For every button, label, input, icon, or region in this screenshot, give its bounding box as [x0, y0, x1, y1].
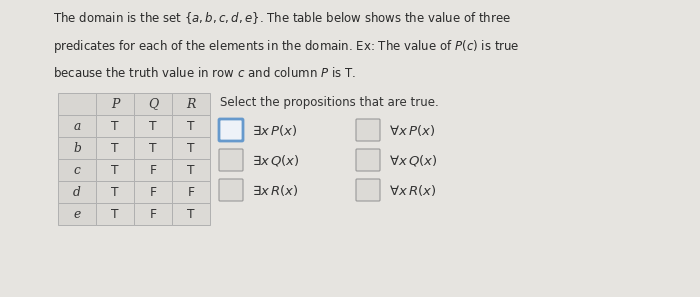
Text: T: T	[111, 119, 119, 132]
Text: T: T	[149, 119, 157, 132]
Bar	[96, 159, 134, 181]
Text: $\forall x\,R(x)$: $\forall x\,R(x)$	[389, 182, 436, 198]
Text: The domain is the set $\{a, b, c, d, e\}$. The table below shows the value of th: The domain is the set $\{a, b, c, d, e\}…	[53, 10, 511, 26]
Bar	[58, 159, 96, 181]
Text: a: a	[74, 119, 80, 132]
Bar	[172, 181, 210, 203]
Text: T: T	[188, 164, 195, 176]
Bar	[96, 115, 134, 137]
Bar	[134, 115, 172, 137]
Text: $\exists x\,P(x)$: $\exists x\,P(x)$	[252, 122, 298, 138]
Bar	[58, 93, 96, 115]
Text: F: F	[150, 208, 157, 220]
Text: P: P	[111, 97, 119, 110]
Text: c: c	[74, 164, 80, 176]
Bar	[96, 181, 134, 203]
FancyBboxPatch shape	[219, 119, 243, 141]
Bar	[172, 137, 210, 159]
Bar	[172, 115, 210, 137]
Text: T: T	[188, 208, 195, 220]
Bar	[172, 159, 210, 181]
FancyBboxPatch shape	[356, 119, 380, 141]
FancyBboxPatch shape	[219, 179, 243, 201]
Bar	[96, 93, 134, 115]
Bar	[96, 137, 134, 159]
Bar	[58, 181, 96, 203]
Bar	[134, 137, 172, 159]
Text: R: R	[186, 97, 196, 110]
Bar	[96, 203, 134, 225]
Text: T: T	[111, 164, 119, 176]
FancyBboxPatch shape	[356, 179, 380, 201]
FancyBboxPatch shape	[219, 149, 243, 171]
Text: d: d	[73, 186, 81, 198]
Text: $\exists x\,R(x)$: $\exists x\,R(x)$	[252, 182, 299, 198]
Text: predicates for each of the elements in the domain. Ex: The value of $P(c)$ is tr: predicates for each of the elements in t…	[53, 38, 519, 55]
Bar	[58, 203, 96, 225]
Bar	[134, 159, 172, 181]
Bar	[172, 93, 210, 115]
Text: F: F	[188, 186, 195, 198]
Bar	[134, 93, 172, 115]
Text: Q: Q	[148, 97, 158, 110]
Text: b: b	[73, 141, 81, 154]
Text: because the truth value in row $c$ and column $P$ is T.: because the truth value in row $c$ and c…	[53, 66, 356, 80]
FancyBboxPatch shape	[356, 149, 380, 171]
Text: F: F	[150, 164, 157, 176]
Text: T: T	[111, 186, 119, 198]
Text: F: F	[150, 186, 157, 198]
Bar	[134, 203, 172, 225]
Text: $\forall x\,Q(x)$: $\forall x\,Q(x)$	[389, 152, 438, 168]
Text: Select the propositions that are true.: Select the propositions that are true.	[220, 96, 439, 109]
Text: T: T	[149, 141, 157, 154]
Bar	[58, 137, 96, 159]
Text: T: T	[111, 141, 119, 154]
Bar	[134, 181, 172, 203]
Text: T: T	[188, 141, 195, 154]
Bar	[172, 203, 210, 225]
Bar	[58, 115, 96, 137]
Text: e: e	[74, 208, 80, 220]
Text: $\forall x\,P(x)$: $\forall x\,P(x)$	[389, 122, 435, 138]
Text: T: T	[188, 119, 195, 132]
Text: T: T	[111, 208, 119, 220]
Text: $\exists x\,Q(x)$: $\exists x\,Q(x)$	[252, 152, 300, 168]
